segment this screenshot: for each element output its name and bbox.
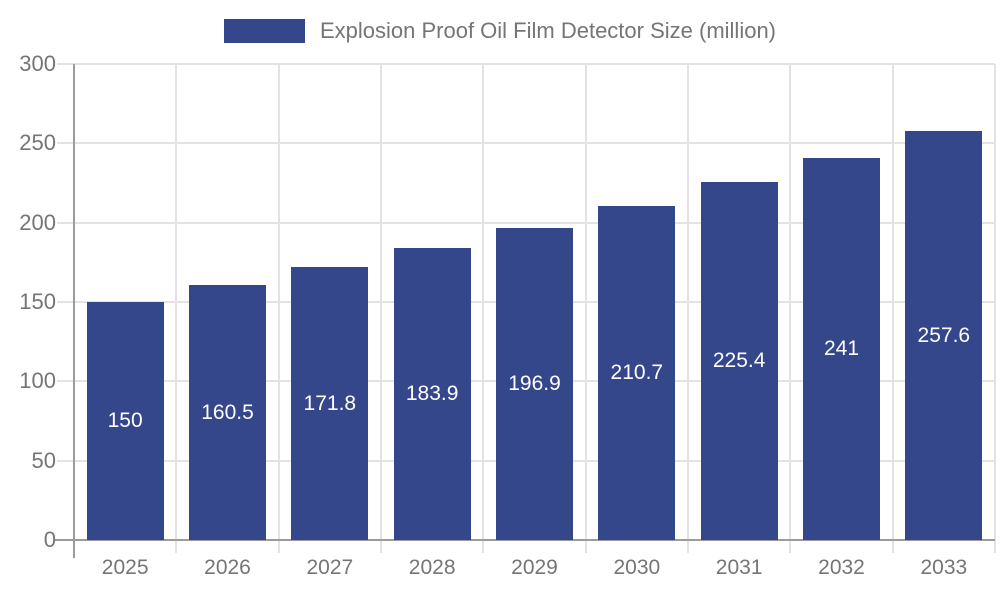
gridline-vertical	[687, 64, 689, 553]
y-axis-line	[73, 64, 75, 558]
bar: 150	[86, 302, 164, 540]
x-axis-tick-label: 2031	[715, 556, 763, 579]
y-axis-tick-label: 250	[19, 130, 56, 156]
gridline-vertical	[175, 64, 178, 553]
bar-value-label: 171.8	[303, 391, 357, 415]
x-axis-tick-label: 2029	[511, 556, 558, 579]
bar: 196.9	[496, 227, 573, 540]
y-axis-tick-label: 200	[19, 209, 56, 235]
bar: 183.9	[393, 248, 471, 540]
gridline-horizontal	[57, 142, 995, 145]
gridline-vertical	[789, 64, 792, 553]
bar-value-label: 257.6	[917, 323, 971, 347]
x-axis-line	[55, 539, 995, 541]
gridline-vertical	[584, 64, 587, 553]
bar-value-label: 225.4	[712, 349, 766, 373]
x-axis-tick-label: 2033	[920, 556, 968, 579]
x-axis-tick-label: 2028	[408, 556, 456, 579]
y-axis-tick-label: 150	[19, 289, 56, 314]
x-axis-tick-label: 2027	[306, 556, 354, 579]
bar: 241	[803, 157, 880, 540]
gridline-vertical	[891, 64, 894, 553]
legend-label: Explosion Proof Oil Film Detector Size (…	[319, 18, 777, 43]
y-axis-tick-label: 50	[31, 447, 56, 473]
bar: 210.7	[598, 205, 676, 540]
bar: 160.5	[189, 285, 266, 540]
gridline-vertical	[380, 64, 382, 553]
bar-value-label: 196.9	[508, 371, 561, 395]
legend-swatch	[223, 19, 305, 43]
x-axis-tick-label: 2030	[613, 556, 661, 579]
gridline-vertical	[994, 64, 996, 553]
gridline-vertical	[482, 64, 485, 553]
bar-value-label: 150	[107, 409, 143, 432]
bar: 257.6	[905, 131, 983, 540]
bar-value-label: 241	[823, 336, 860, 360]
bar-value-label: 210.7	[610, 360, 664, 384]
gridline-vertical	[277, 64, 280, 553]
gridline-horizontal	[57, 221, 995, 224]
x-axis-tick-label: 2026	[204, 556, 251, 579]
legend: Explosion Proof Oil Film Detector Size (…	[0, 18, 1000, 44]
bar: 171.8	[291, 267, 369, 540]
gridline-horizontal	[57, 63, 995, 65]
x-axis-tick-label: 2025	[101, 556, 149, 579]
bar-value-label: 183.9	[405, 382, 459, 406]
y-axis-tick-label: 0	[43, 527, 56, 552]
y-axis-tick-label: 300	[19, 51, 56, 76]
y-axis-tick-label: 100	[19, 368, 56, 394]
bar: 225.4	[700, 182, 778, 540]
x-axis-tick-label: 2032	[818, 556, 865, 579]
bar-value-label: 160.5	[201, 400, 254, 424]
